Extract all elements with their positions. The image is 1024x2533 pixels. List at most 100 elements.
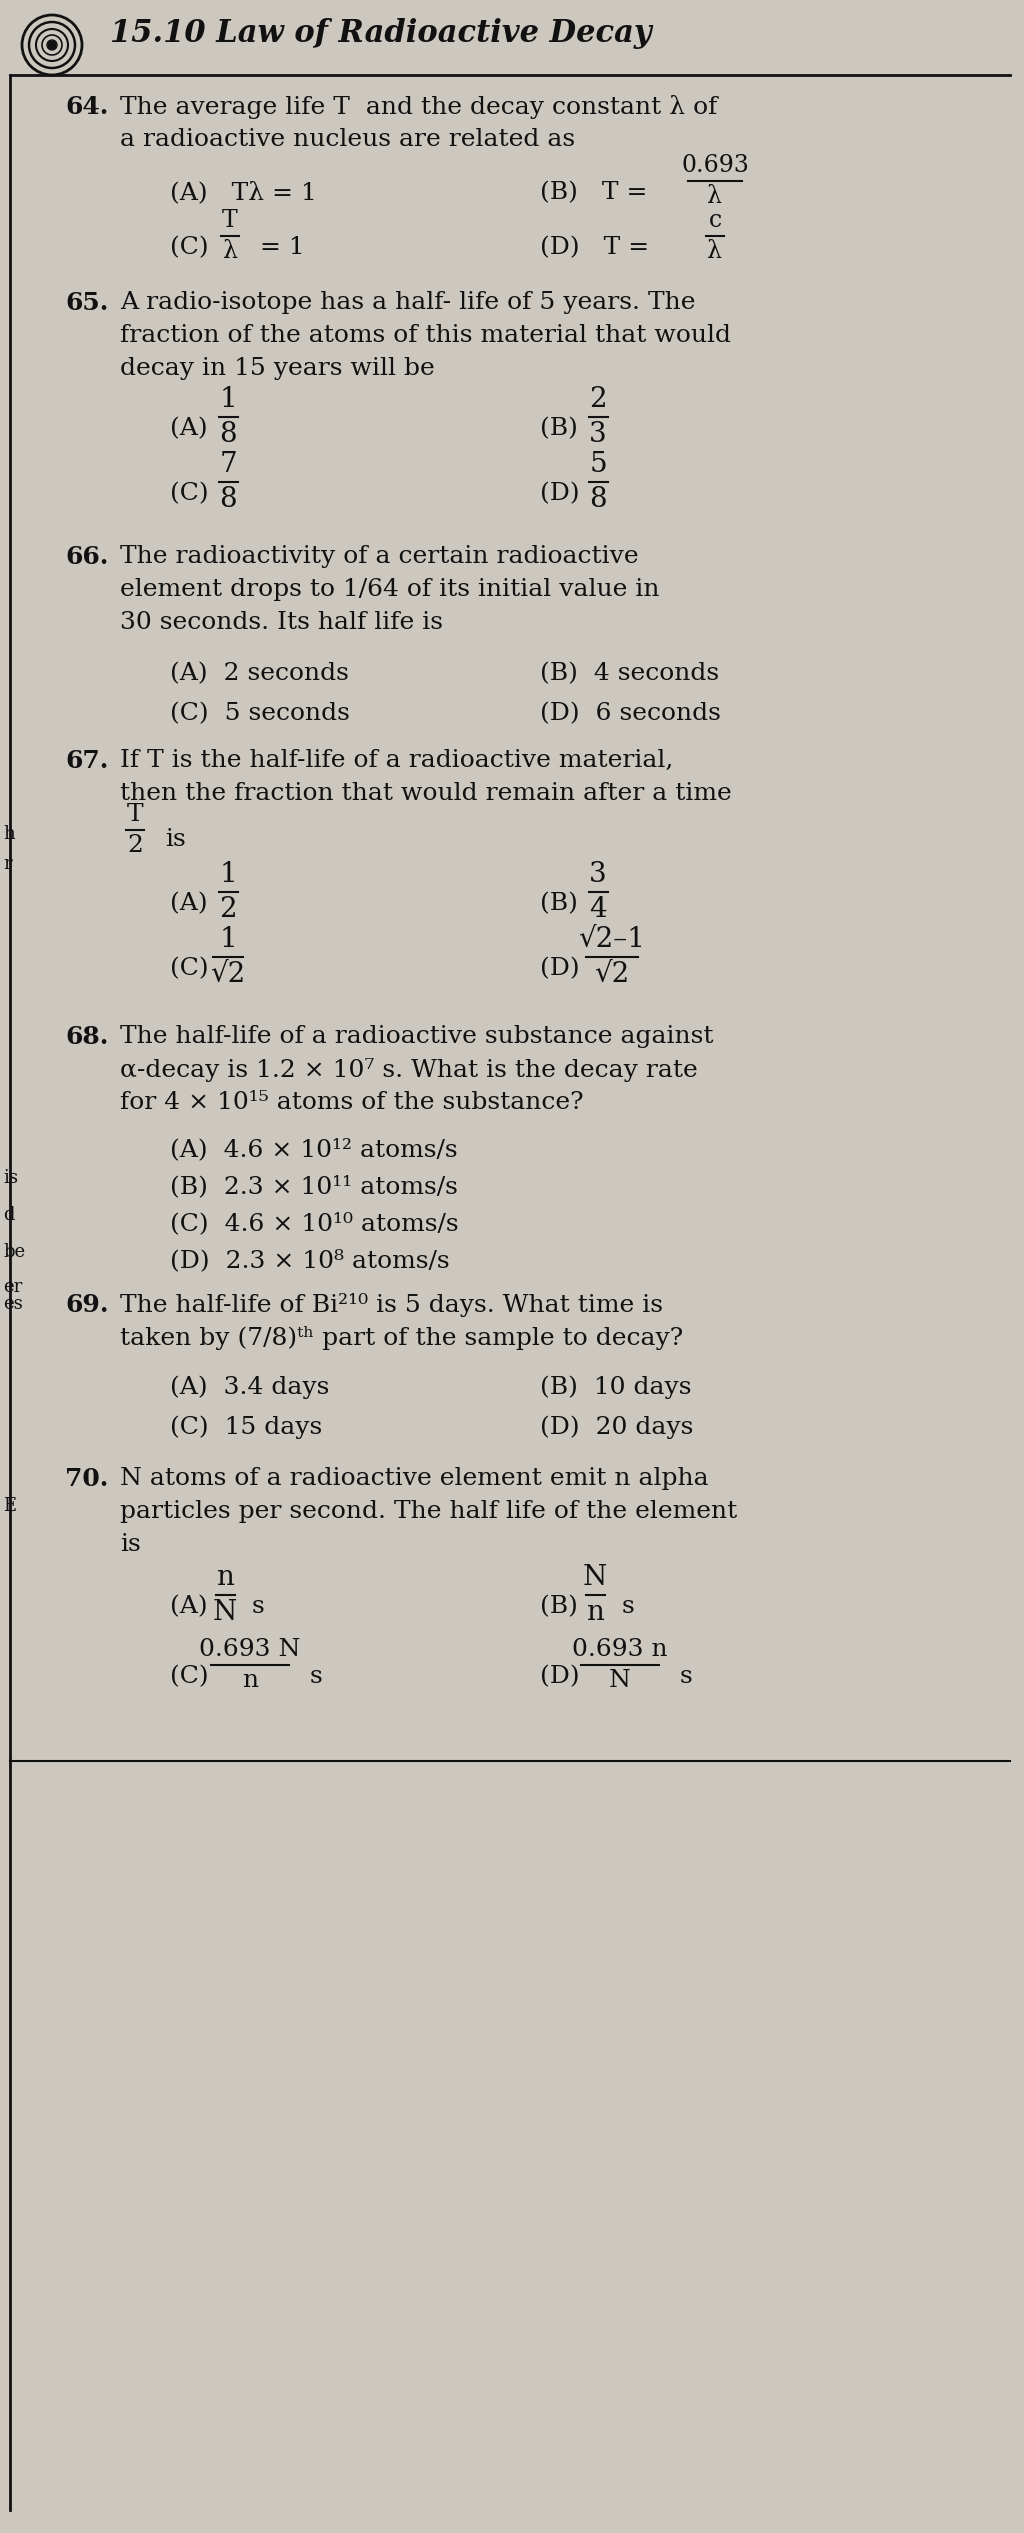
Text: 4: 4	[589, 897, 607, 922]
Text: 3: 3	[589, 420, 607, 448]
Text: 64.: 64.	[65, 96, 109, 119]
Text: er: er	[3, 1279, 23, 1297]
Text: for 4 × 10¹⁵ atoms of the substance?: for 4 × 10¹⁵ atoms of the substance?	[120, 1092, 584, 1115]
Text: The radioactivity of a certain radioactive: The radioactivity of a certain radioacti…	[120, 545, 639, 567]
Text: (A)   Tλ = 1: (A) Tλ = 1	[170, 180, 316, 205]
Text: 67.: 67.	[65, 750, 109, 773]
Text: es: es	[3, 1294, 23, 1312]
Text: be: be	[3, 1244, 26, 1261]
Text: α-decay is 1.2 × 10⁷ s. What is the decay rate: α-decay is 1.2 × 10⁷ s. What is the deca…	[120, 1059, 697, 1082]
Text: The half-life of Bi²¹⁰ is 5 days. What time is: The half-life of Bi²¹⁰ is 5 days. What t…	[120, 1292, 663, 1317]
Text: 8: 8	[219, 420, 237, 448]
Text: (C): (C)	[170, 481, 209, 504]
Text: λ: λ	[708, 185, 723, 208]
Text: 8: 8	[589, 486, 607, 514]
Text: T: T	[127, 803, 143, 826]
Text: element drops to 1/64 of its initial value in: element drops to 1/64 of its initial val…	[120, 578, 659, 600]
Text: (B): (B)	[540, 418, 578, 441]
Text: (A)  2 seconds: (A) 2 seconds	[170, 661, 349, 684]
Text: a radioactive nucleus are related as: a radioactive nucleus are related as	[120, 129, 575, 152]
Text: (B): (B)	[540, 892, 578, 914]
Text: 8: 8	[219, 486, 237, 514]
Text: T: T	[222, 210, 238, 233]
Text: 0.693 n: 0.693 n	[572, 1639, 668, 1662]
Text: then the fraction that would remain after a time: then the fraction that would remain afte…	[120, 783, 732, 805]
Text: λ: λ	[222, 241, 238, 263]
Text: (A)  3.4 days: (A) 3.4 days	[170, 1375, 330, 1398]
Text: particles per second. The half life of the element: particles per second. The half life of t…	[120, 1500, 737, 1522]
Text: 69.: 69.	[65, 1292, 109, 1317]
Text: The average life T  and the decay constant λ of: The average life T and the decay constan…	[120, 96, 718, 119]
Text: 2: 2	[219, 897, 237, 922]
Text: s: s	[252, 1596, 265, 1619]
Text: The half-life of a radioactive substance against: The half-life of a radioactive substance…	[120, 1026, 714, 1049]
Text: 7: 7	[219, 451, 237, 479]
Text: n: n	[216, 1563, 233, 1591]
Text: = 1: = 1	[260, 236, 304, 258]
Text: (D)  6 seconds: (D) 6 seconds	[540, 702, 721, 724]
Text: is: is	[3, 1170, 18, 1188]
Text: (B)   T =: (B) T =	[540, 180, 647, 205]
Text: N: N	[609, 1669, 631, 1692]
Text: is: is	[165, 828, 185, 851]
Text: (A): (A)	[170, 418, 208, 441]
Text: 1: 1	[219, 927, 237, 952]
Text: (D)  20 days: (D) 20 days	[540, 1416, 693, 1439]
Text: fraction of the atoms of this material that would: fraction of the atoms of this material t…	[120, 324, 731, 347]
Circle shape	[48, 41, 56, 48]
Text: N atoms of a radioactive element emit n alpha: N atoms of a radioactive element emit n …	[120, 1467, 709, 1489]
Text: (A)  4.6 × 10¹² atoms/s: (A) 4.6 × 10¹² atoms/s	[170, 1137, 458, 1160]
Text: (C)  15 days: (C) 15 days	[170, 1416, 323, 1439]
Text: 1: 1	[219, 861, 237, 889]
Text: 0.693: 0.693	[681, 155, 749, 177]
Text: (D)  2.3 × 10⁸ atoms/s: (D) 2.3 × 10⁸ atoms/s	[170, 1249, 450, 1272]
Text: (A): (A)	[170, 892, 208, 914]
Text: r: r	[3, 856, 11, 874]
Text: (D): (D)	[540, 957, 580, 980]
Text: s: s	[622, 1596, 635, 1619]
Text: 2: 2	[589, 385, 607, 413]
Text: (B)  10 days: (B) 10 days	[540, 1375, 691, 1398]
Text: s: s	[310, 1664, 323, 1687]
Text: λ: λ	[708, 241, 723, 263]
Text: √2–1: √2–1	[579, 927, 645, 952]
Text: taken by (7/8)ᵗʰ part of the sample to decay?: taken by (7/8)ᵗʰ part of the sample to d…	[120, 1325, 683, 1350]
Text: If T is the half-life of a radioactive material,: If T is the half-life of a radioactive m…	[120, 750, 674, 773]
Text: d: d	[3, 1206, 14, 1223]
Text: 68.: 68.	[65, 1026, 109, 1049]
Text: (C)  4.6 × 10¹⁰ atoms/s: (C) 4.6 × 10¹⁰ atoms/s	[170, 1211, 459, 1236]
Text: 5: 5	[589, 451, 607, 479]
Text: n: n	[586, 1598, 604, 1626]
Text: 30 seconds. Its half life is: 30 seconds. Its half life is	[120, 610, 443, 633]
Text: (D)   T =: (D) T =	[540, 236, 649, 258]
Text: √2: √2	[210, 960, 246, 988]
Text: (A): (A)	[170, 1596, 208, 1619]
Text: n: n	[242, 1669, 258, 1692]
Text: (C): (C)	[170, 957, 209, 980]
Text: (B)  4 seconds: (B) 4 seconds	[540, 661, 719, 684]
Text: 0.693 N: 0.693 N	[200, 1639, 301, 1662]
Text: N: N	[213, 1598, 238, 1626]
Text: (D): (D)	[540, 1664, 580, 1687]
Text: (C): (C)	[170, 1664, 209, 1687]
Text: (B)  2.3 × 10¹¹ atoms/s: (B) 2.3 × 10¹¹ atoms/s	[170, 1175, 458, 1198]
Text: s: s	[680, 1664, 693, 1687]
Text: (B): (B)	[540, 1596, 578, 1619]
Text: A radio-isotope has a half- life of 5 years. The: A radio-isotope has a half- life of 5 ye…	[120, 291, 695, 314]
Text: 1: 1	[219, 385, 237, 413]
Text: decay in 15 years will be: decay in 15 years will be	[120, 357, 435, 380]
Text: √2: √2	[594, 960, 630, 988]
Text: E: E	[3, 1497, 16, 1515]
Text: (C)  5 seconds: (C) 5 seconds	[170, 702, 350, 724]
Text: (D): (D)	[540, 481, 580, 504]
Text: (C): (C)	[170, 236, 209, 258]
Text: 70.: 70.	[65, 1467, 109, 1492]
Text: h: h	[3, 826, 14, 843]
Text: 2: 2	[127, 833, 143, 856]
Text: 3: 3	[589, 861, 607, 889]
Text: 66.: 66.	[65, 545, 109, 570]
Text: N: N	[583, 1563, 607, 1591]
Text: c: c	[709, 210, 722, 233]
Text: 65.: 65.	[65, 291, 109, 314]
Text: is: is	[120, 1532, 140, 1555]
